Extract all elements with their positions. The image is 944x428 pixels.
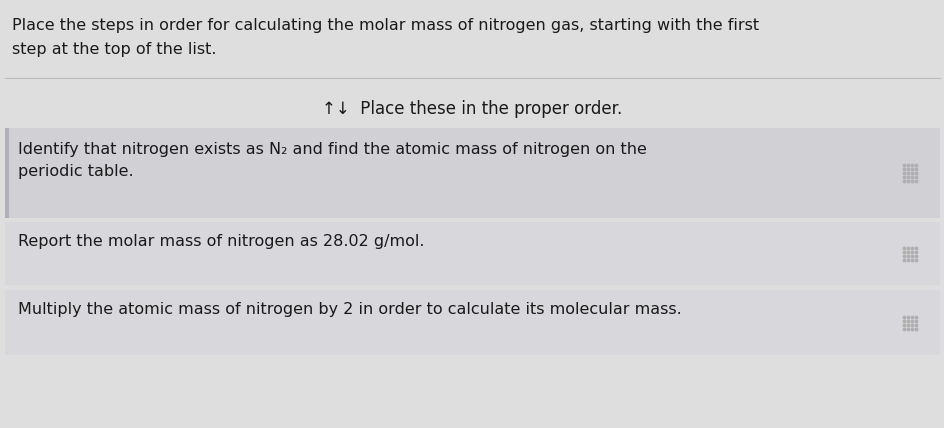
FancyBboxPatch shape xyxy=(5,128,939,218)
FancyBboxPatch shape xyxy=(5,290,939,355)
FancyBboxPatch shape xyxy=(5,222,939,285)
Text: Multiply the atomic mass of nitrogen by 2 in order to calculate its molecular ma: Multiply the atomic mass of nitrogen by … xyxy=(18,302,681,317)
Text: Place the steps in order for calculating the molar mass of nitrogen gas, startin: Place the steps in order for calculating… xyxy=(12,18,758,33)
Text: ↑↓  Place these in the proper order.: ↑↓ Place these in the proper order. xyxy=(322,100,621,118)
Text: Identify that nitrogen exists as N₂ and find the atomic mass of nitrogen on the
: Identify that nitrogen exists as N₂ and … xyxy=(18,142,647,179)
Text: Report the molar mass of nitrogen as 28.02 g/mol.: Report the molar mass of nitrogen as 28.… xyxy=(18,234,424,249)
Text: step at the top of the list.: step at the top of the list. xyxy=(12,42,216,57)
Bar xyxy=(5,128,9,218)
